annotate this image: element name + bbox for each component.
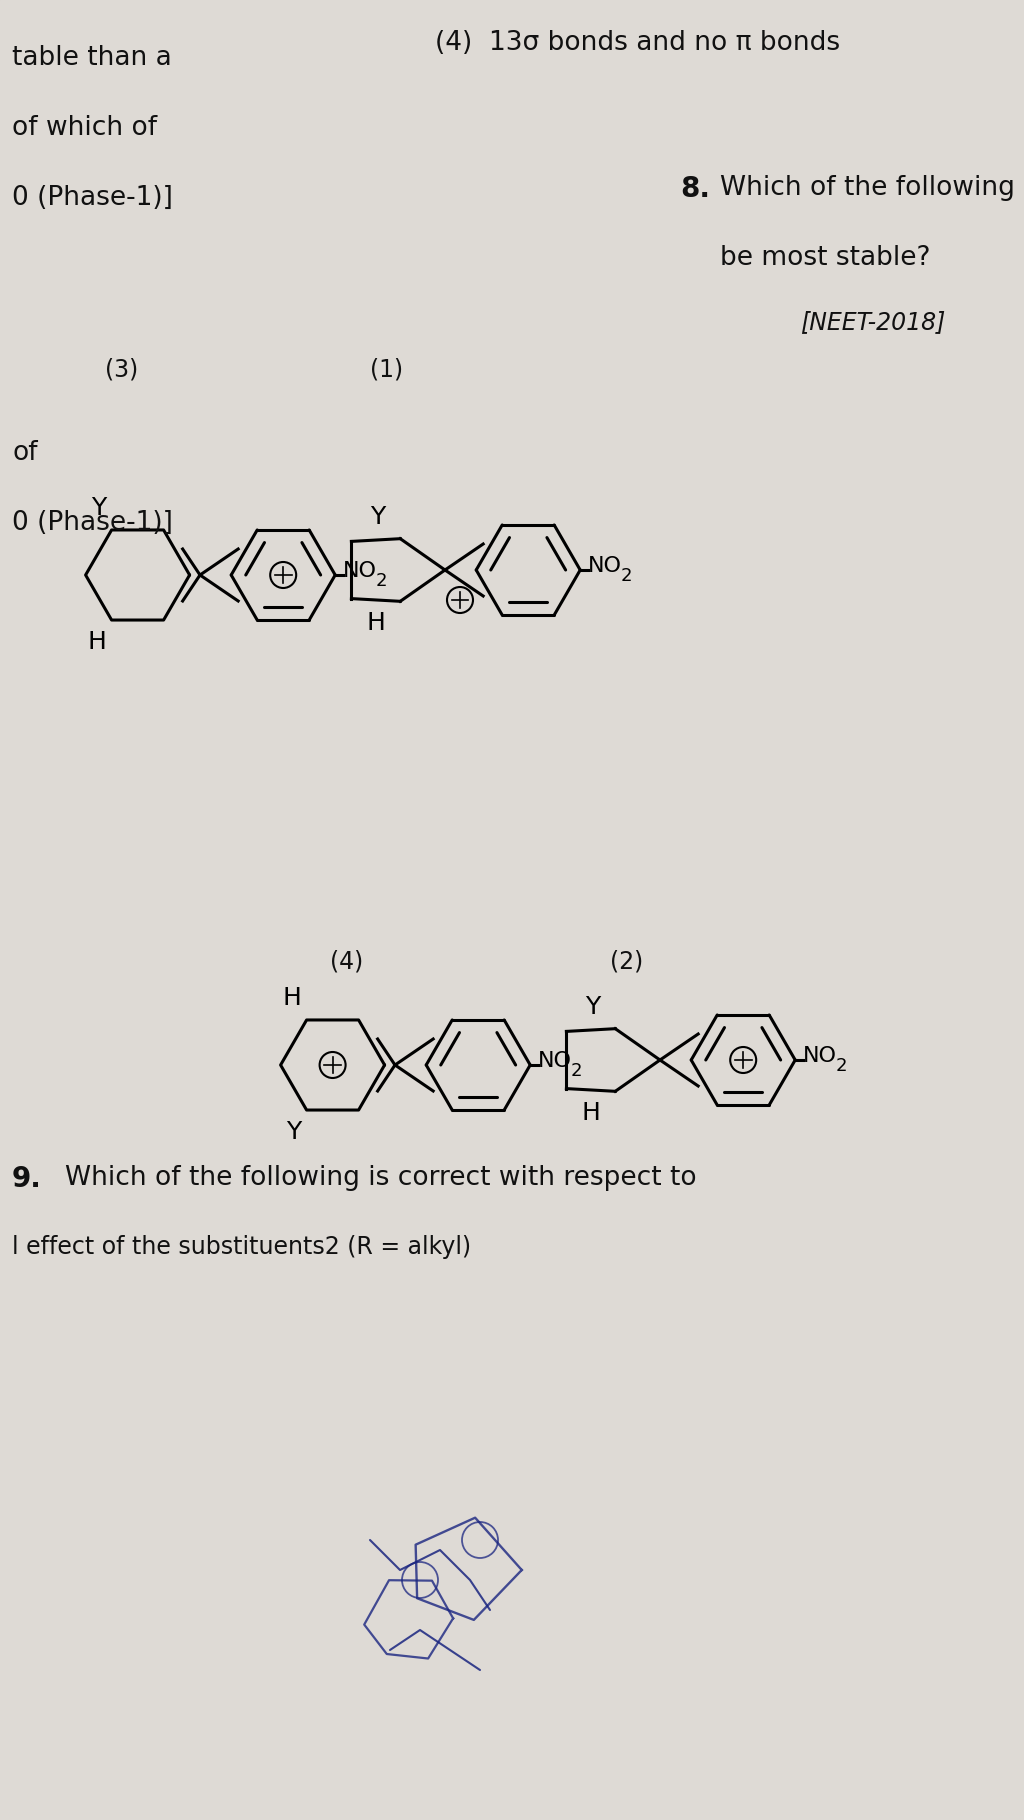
- Text: 2: 2: [375, 571, 387, 590]
- Text: of which of: of which of: [12, 115, 157, 140]
- Text: Y: Y: [91, 497, 106, 521]
- Text: (2): (2): [610, 950, 643, 974]
- Text: (4): (4): [330, 950, 364, 974]
- Text: NO: NO: [343, 561, 377, 581]
- Text: [NEET-2018]: [NEET-2018]: [800, 309, 945, 335]
- Text: NO: NO: [803, 1046, 838, 1067]
- Text: H: H: [283, 986, 302, 1010]
- Bar: [0, 1420, 1024, 1820]
- Text: H: H: [88, 630, 106, 653]
- Text: (1): (1): [370, 359, 403, 382]
- Text: Which of the following is correct with respect to: Which of the following is correct with r…: [65, 1165, 696, 1190]
- Text: (3): (3): [105, 359, 138, 382]
- Text: NO: NO: [588, 555, 623, 575]
- Text: Which of the following carbocations is expected to: Which of the following carbocations is e…: [720, 175, 1024, 200]
- Text: of: of: [12, 440, 38, 466]
- Text: table than a: table than a: [12, 46, 172, 71]
- Text: Y: Y: [585, 996, 600, 1019]
- Text: (4)  13σ bonds and no π bonds: (4) 13σ bonds and no π bonds: [435, 29, 840, 56]
- Text: NO: NO: [539, 1050, 572, 1070]
- Text: H: H: [582, 1101, 600, 1125]
- Text: Y: Y: [287, 1119, 302, 1145]
- Text: be most stable?: be most stable?: [720, 246, 931, 271]
- Text: 9.: 9.: [12, 1165, 42, 1192]
- Text: 0 (Phase-1)]: 0 (Phase-1)]: [12, 186, 173, 211]
- Text: 0 (Phase-1)]: 0 (Phase-1)]: [12, 510, 173, 537]
- Text: l effect of the substituents2 (R = alkyl): l effect of the substituents2 (R = alkyl…: [12, 1236, 471, 1259]
- Text: 8.: 8.: [680, 175, 710, 204]
- Text: H: H: [367, 612, 385, 635]
- Text: 2: 2: [570, 1063, 582, 1079]
- Text: 2: 2: [621, 568, 632, 584]
- Text: Y: Y: [370, 504, 385, 528]
- Text: 2: 2: [836, 1057, 847, 1076]
